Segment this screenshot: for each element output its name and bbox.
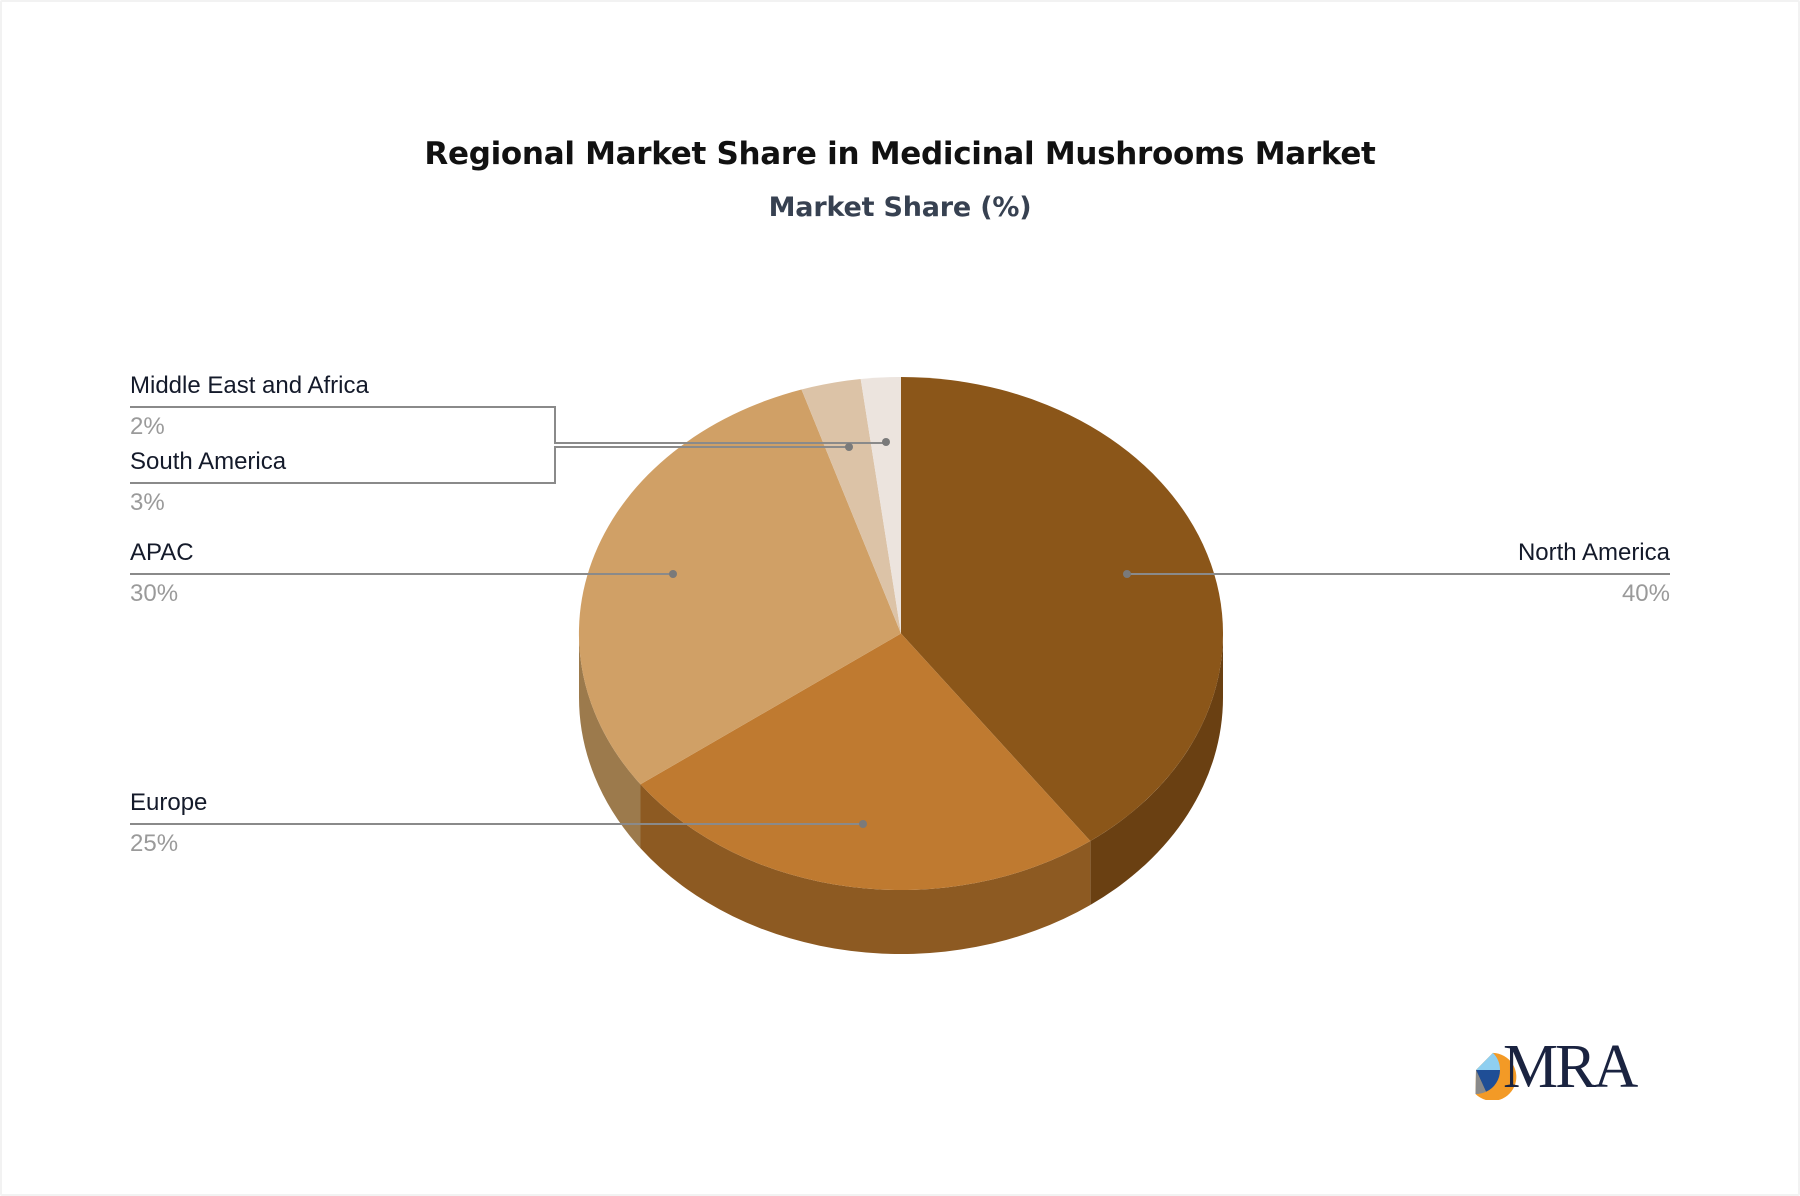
mra-logo-text: MRA [1503, 1033, 1638, 1101]
slice-apac[interactable] [578, 389, 901, 785]
label-apac-name: APAC [130, 539, 194, 566]
mra-logo-icon [1475, 1052, 1517, 1100]
slice-side-apac [579, 633, 641, 849]
slice-north-america[interactable] [901, 377, 1224, 841]
leader-line-mea [130, 406, 886, 444]
label-europe-value: 25% [130, 830, 179, 857]
chart-subtitle: Market Share (%) [768, 192, 1032, 223]
leader-dot-north-america [1123, 570, 1131, 578]
label-mea-name: Middle East and Africa [130, 372, 369, 399]
leader-dot-mea [882, 438, 890, 446]
label-europe-name: Europe [130, 789, 208, 816]
leader-dot-apac [669, 570, 677, 578]
slice-side-europe [640, 784, 1091, 955]
slice-middle-east-africa[interactable] [860, 376, 901, 634]
label-north-america-name: North America [1517, 539, 1670, 566]
leader-dot-europe [859, 820, 867, 828]
label-apac-value: 30% [130, 580, 179, 607]
label-south-america-name: South America [130, 448, 287, 475]
chart-title: Regional Market Share in Medicinal Mushr… [424, 136, 1376, 172]
label-south-america-value: 3% [130, 489, 165, 516]
leader-line-south-america [130, 446, 849, 484]
slice-europe[interactable] [640, 633, 1091, 891]
label-north-america-value: 40% [1621, 580, 1670, 607]
label-mea-value: 2% [130, 413, 165, 440]
leader-dot-south-america [845, 443, 853, 451]
slice-side-north-america [1090, 633, 1223, 905]
